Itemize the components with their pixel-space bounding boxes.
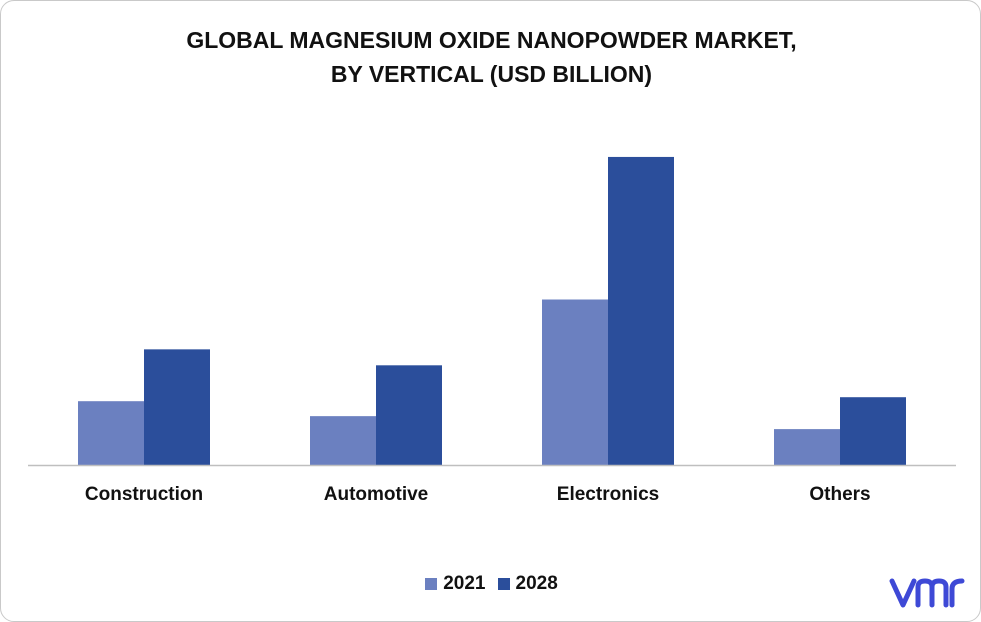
bar-electronics-2021 <box>542 299 608 465</box>
legend-item-2021: 2021 <box>425 573 486 595</box>
bar-electronics-2028 <box>608 156 674 465</box>
bar-automotive-2028 <box>376 365 442 465</box>
legend-label-2028: 2028 <box>515 573 558 594</box>
x-tick-label-construction: Construction <box>85 484 203 505</box>
x-tick-label-electronics: Electronics <box>557 484 659 505</box>
bar-construction-2028 <box>144 349 210 465</box>
chart-title-line-2: BY VERTICAL (USD BILLION) <box>330 61 653 87</box>
chart-legend: 2021 2028 <box>1 573 980 595</box>
bar-others-2028 <box>840 397 906 465</box>
bar-chart: Construction Automotive Electronics Others <box>28 156 956 505</box>
x-tick-label-others: Others <box>809 484 870 505</box>
legend-swatch-2021 <box>425 578 438 590</box>
chart-title: GLOBAL MAGNESIUM OXIDE NANOPOWDER MARKET… <box>1 23 980 91</box>
chart-title-line-1: GLOBAL MAGNESIUM OXIDE NANOPOWDER MARKET… <box>186 27 797 53</box>
legend-item-2028: 2028 <box>497 573 558 595</box>
legend-swatch-2028 <box>497 578 510 590</box>
vmr-logo <box>889 578 965 608</box>
bar-construction-2021 <box>78 401 144 465</box>
legend-label-2021: 2021 <box>443 573 486 594</box>
bar-others-2021 <box>774 429 840 465</box>
x-tick-label-automotive: Automotive <box>324 484 429 505</box>
bar-automotive-2021 <box>310 416 376 465</box>
